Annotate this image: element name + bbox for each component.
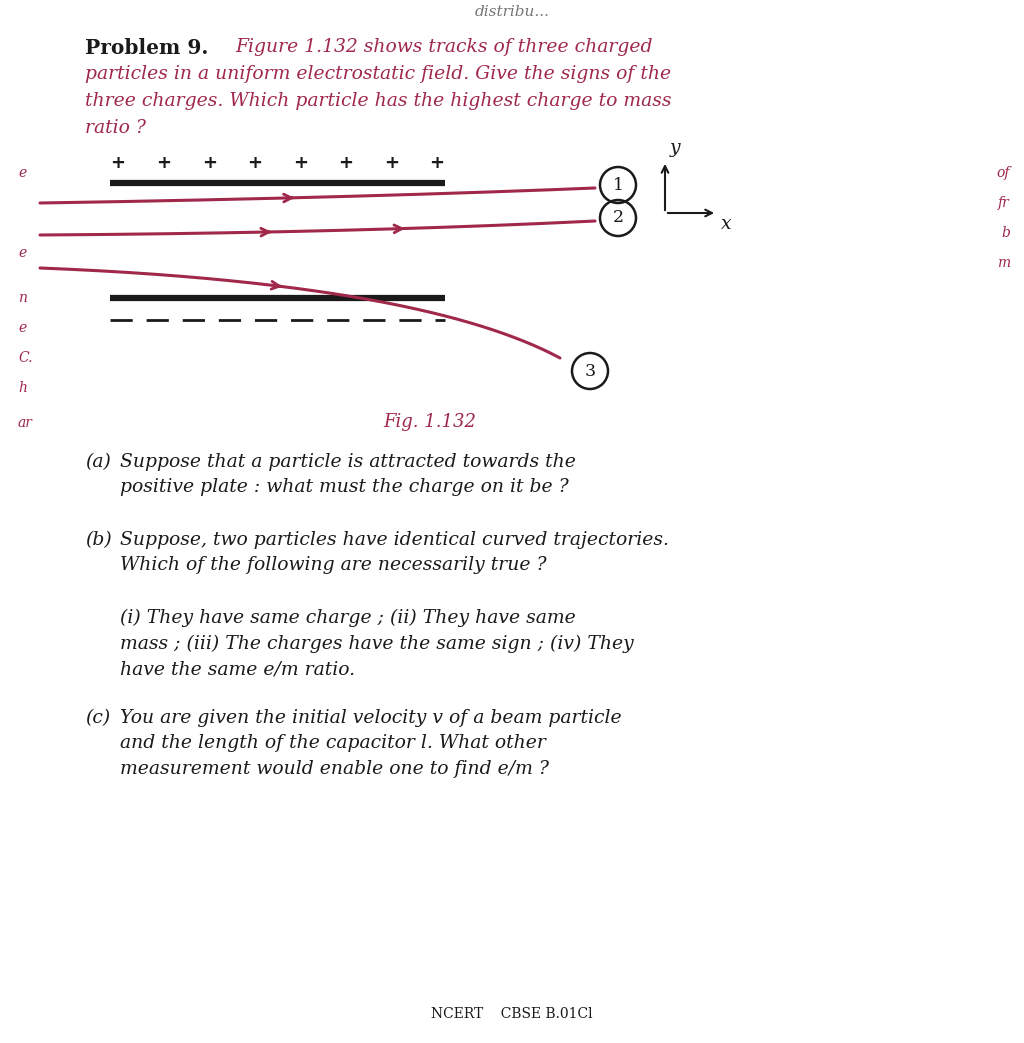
- Text: m: m: [997, 256, 1010, 270]
- Text: NCERT    CBSE B.01Cl: NCERT CBSE B.01Cl: [431, 1006, 593, 1021]
- Text: fr: fr: [998, 196, 1010, 210]
- Text: +: +: [429, 154, 444, 172]
- Text: Problem 9.: Problem 9.: [85, 38, 208, 58]
- Text: +: +: [156, 154, 171, 172]
- Text: Suppose, two particles have identical curved trajectories.
Which of the followin: Suppose, two particles have identical cu…: [120, 531, 669, 575]
- Text: 2: 2: [612, 210, 624, 226]
- Text: (i) They have same charge ; (ii) They have same
mass ; (iii) The charges have th: (i) They have same charge ; (ii) They ha…: [120, 609, 634, 678]
- Text: Figure 1.132 shows tracks of three charged: Figure 1.132 shows tracks of three charg…: [234, 38, 652, 56]
- Text: +: +: [247, 154, 262, 172]
- Text: Fig. 1.132: Fig. 1.132: [384, 413, 476, 431]
- Text: 3: 3: [585, 363, 596, 380]
- Text: (b): (b): [85, 531, 112, 549]
- Text: C.: C.: [18, 351, 33, 365]
- Text: 1: 1: [612, 176, 624, 194]
- Text: n: n: [18, 291, 27, 305]
- Text: e: e: [18, 166, 27, 180]
- Text: (a): (a): [85, 453, 111, 471]
- Text: +: +: [338, 154, 353, 172]
- Text: Suppose that a particle is attracted towards the
positive plate : what must the : Suppose that a particle is attracted tow…: [120, 453, 575, 496]
- Text: h: h: [18, 381, 27, 395]
- Text: +: +: [111, 154, 126, 172]
- Text: b: b: [1001, 226, 1010, 240]
- Text: of: of: [996, 166, 1010, 180]
- Text: x: x: [721, 215, 731, 233]
- Text: distribu...: distribu...: [474, 5, 550, 19]
- Text: +: +: [293, 154, 308, 172]
- Text: e: e: [18, 246, 27, 260]
- Text: particles in a uniform electrostatic field. Give the signs of the: particles in a uniform electrostatic fie…: [85, 65, 671, 83]
- Text: +: +: [202, 154, 217, 172]
- Text: +: +: [384, 154, 399, 172]
- Text: (c): (c): [85, 709, 111, 727]
- Text: You are given the initial velocity v of a beam particle
and the length of the ca: You are given the initial velocity v of …: [120, 709, 622, 778]
- Text: e: e: [18, 321, 27, 335]
- Text: ratio ?: ratio ?: [85, 119, 145, 137]
- Text: y: y: [670, 139, 681, 157]
- Text: ar: ar: [18, 416, 33, 430]
- Text: three charges. Which particle has the highest charge to mass: three charges. Which particle has the hi…: [85, 92, 672, 110]
